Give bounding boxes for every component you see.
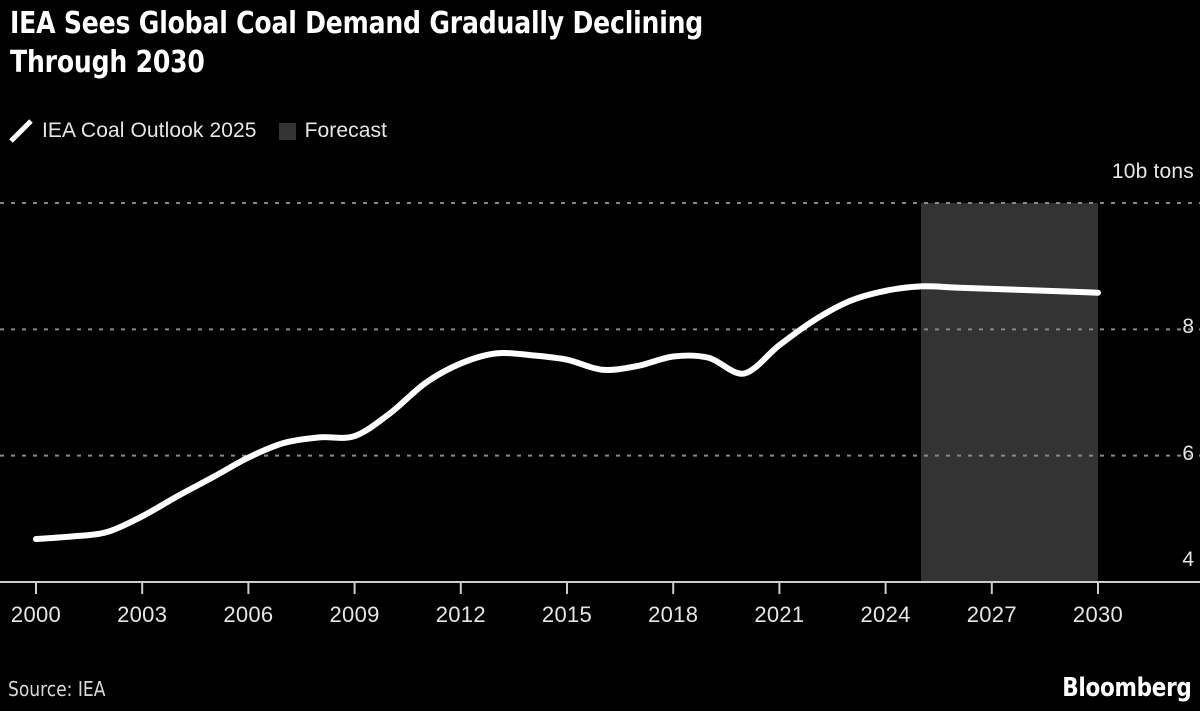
title-line-1: IEA Sees Global Coal Demand Gradually De… — [10, 6, 704, 41]
legend-item-forecast: Forecast — [278, 119, 388, 143]
x-tick-label-2015: 2015 — [541, 602, 593, 627]
legend-item-series: IEA Coal Outlook 2025 — [8, 118, 257, 144]
x-tick-label-2012: 2012 — [435, 602, 486, 627]
legend-label-series: IEA Coal Outlook 2025 — [42, 119, 257, 142]
x-tick-label-2021: 2021 — [754, 602, 805, 627]
square-swatch-icon — [278, 122, 296, 140]
source-note: Source: IEA — [8, 677, 106, 701]
legend-label-forecast: Forecast — [304, 119, 388, 142]
title-line-2: Through 2030 — [10, 45, 205, 80]
forecast-band — [921, 203, 1098, 582]
chart-legend: IEA Coal Outlook 2025 Forecast — [8, 113, 409, 149]
series-line-iea-coal-outlook-2025 — [33, 283, 1101, 543]
x-tick-label-2024: 2024 — [860, 602, 911, 627]
x-tick-label-2030: 2030 — [1072, 602, 1124, 627]
y-tick-label-6: 6 — [1182, 442, 1194, 465]
y-tick-label-4: 4 — [1182, 548, 1194, 571]
y-axis-unit-label: 10b tons — [1111, 160, 1194, 183]
page-title: IEA Sees Global Coal Demand Gradually De… — [10, 4, 1030, 82]
x-tick-label-2003: 2003 — [117, 602, 168, 627]
gridlines — [0, 202, 1200, 457]
y-tick-label-8: 8 — [1182, 315, 1194, 338]
chart-plot-area — [0, 150, 1200, 595]
x-tick-label-2027: 2027 — [966, 602, 1017, 627]
x-tick-label-2000: 2000 — [10, 602, 62, 627]
brand-logo: Bloomberg — [1062, 673, 1193, 703]
chart-svg — [0, 202, 1200, 594]
chart-footer: Source: IEA Bloomberg — [0, 655, 1200, 711]
x-tick-label-2018: 2018 — [648, 602, 699, 627]
x-axis-labels: 2000 2003 2006 2009 2012 2015 2018 2021 2024 2027… — [0, 602, 1200, 634]
x-tick-label-2006: 2006 — [223, 602, 274, 627]
x-tick-label-2009: 2009 — [329, 602, 380, 627]
x-axis-ticks — [35, 582, 1099, 594]
line-swatch-icon — [9, 119, 33, 143]
